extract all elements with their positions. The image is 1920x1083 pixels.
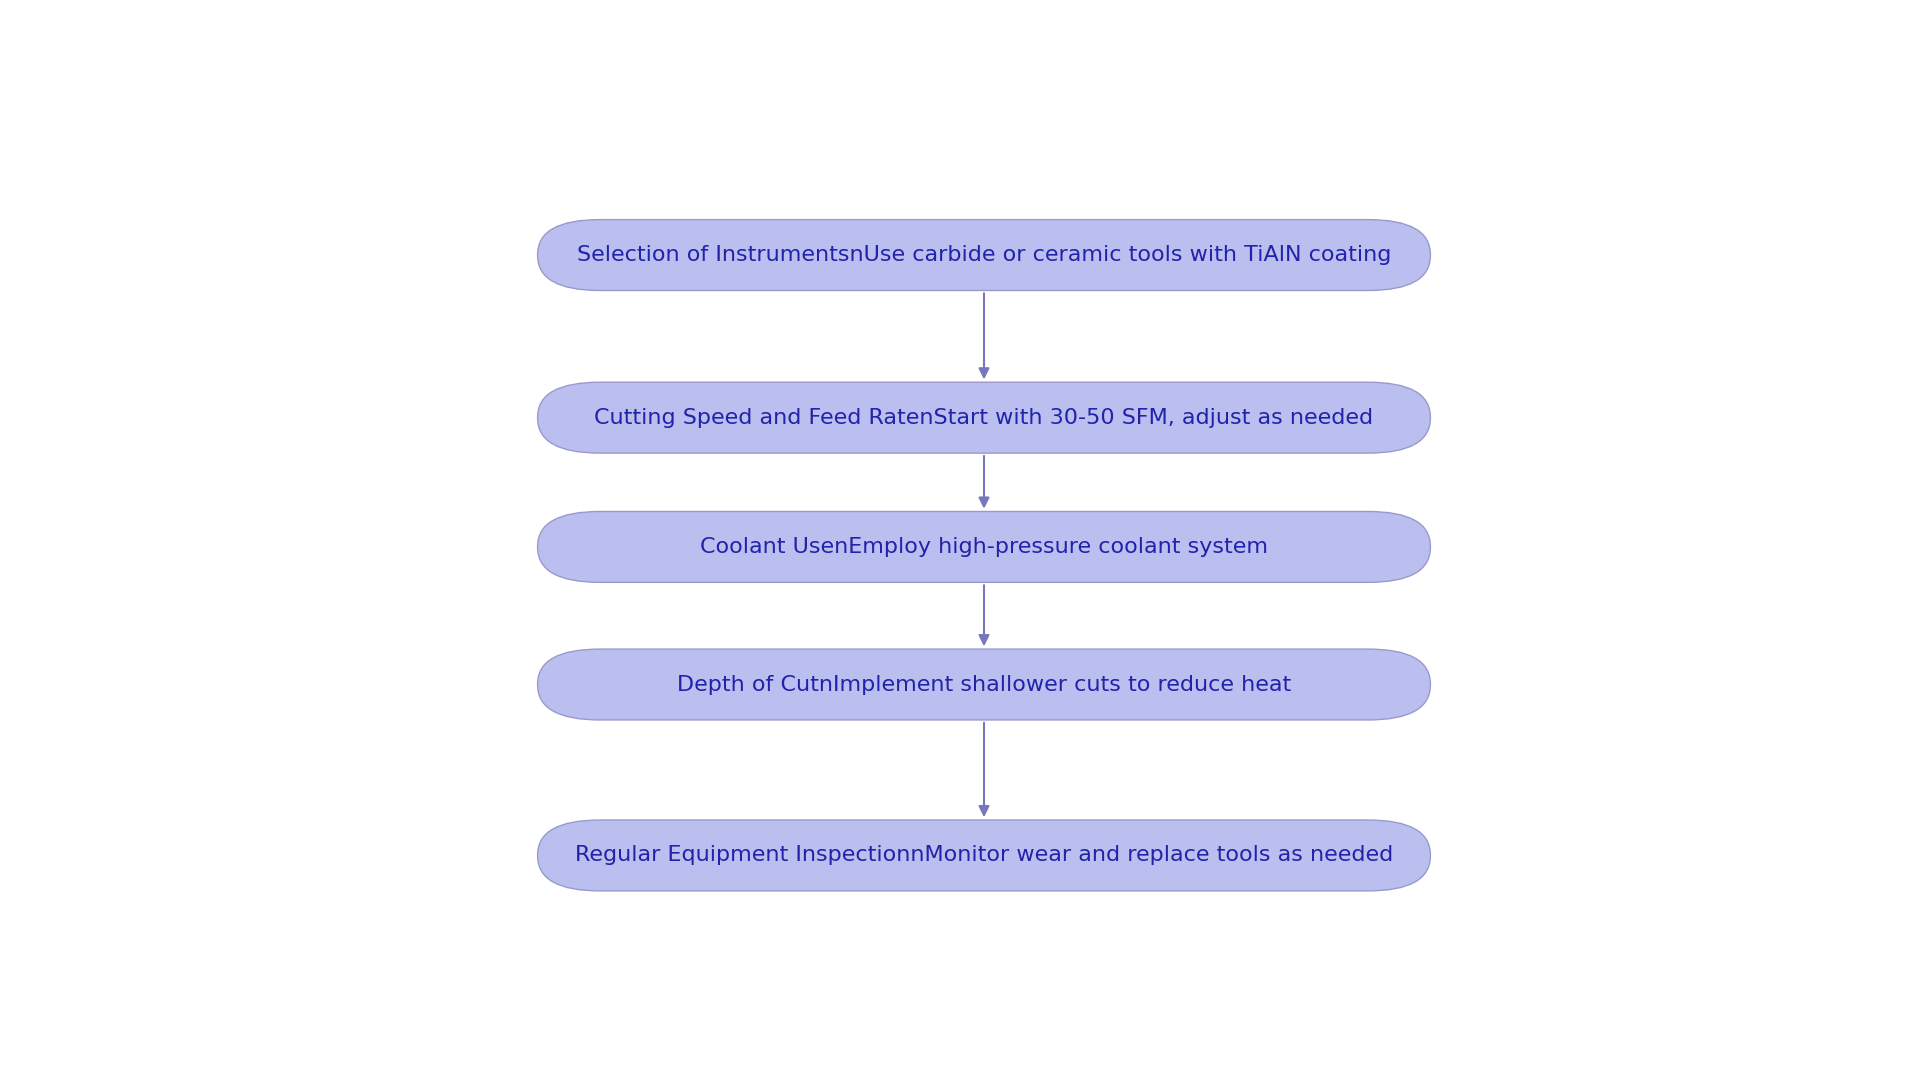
Text: Cutting Speed and Feed RatenStart with 30-50 SFM, adjust as needed: Cutting Speed and Feed RatenStart with 3… bbox=[595, 407, 1373, 428]
FancyBboxPatch shape bbox=[538, 820, 1430, 891]
Text: Depth of CutnImplement shallower cuts to reduce heat: Depth of CutnImplement shallower cuts to… bbox=[678, 675, 1290, 694]
Text: Coolant UsenEmploy high-pressure coolant system: Coolant UsenEmploy high-pressure coolant… bbox=[701, 537, 1267, 557]
FancyBboxPatch shape bbox=[538, 220, 1430, 290]
Text: Selection of InstrumentsnUse carbide or ceramic tools with TiAlN coating: Selection of InstrumentsnUse carbide or … bbox=[576, 245, 1392, 265]
FancyBboxPatch shape bbox=[538, 649, 1430, 720]
FancyBboxPatch shape bbox=[538, 511, 1430, 583]
Text: Regular Equipment InspectionnMonitor wear and replace tools as needed: Regular Equipment InspectionnMonitor wea… bbox=[574, 846, 1394, 865]
FancyBboxPatch shape bbox=[538, 382, 1430, 453]
